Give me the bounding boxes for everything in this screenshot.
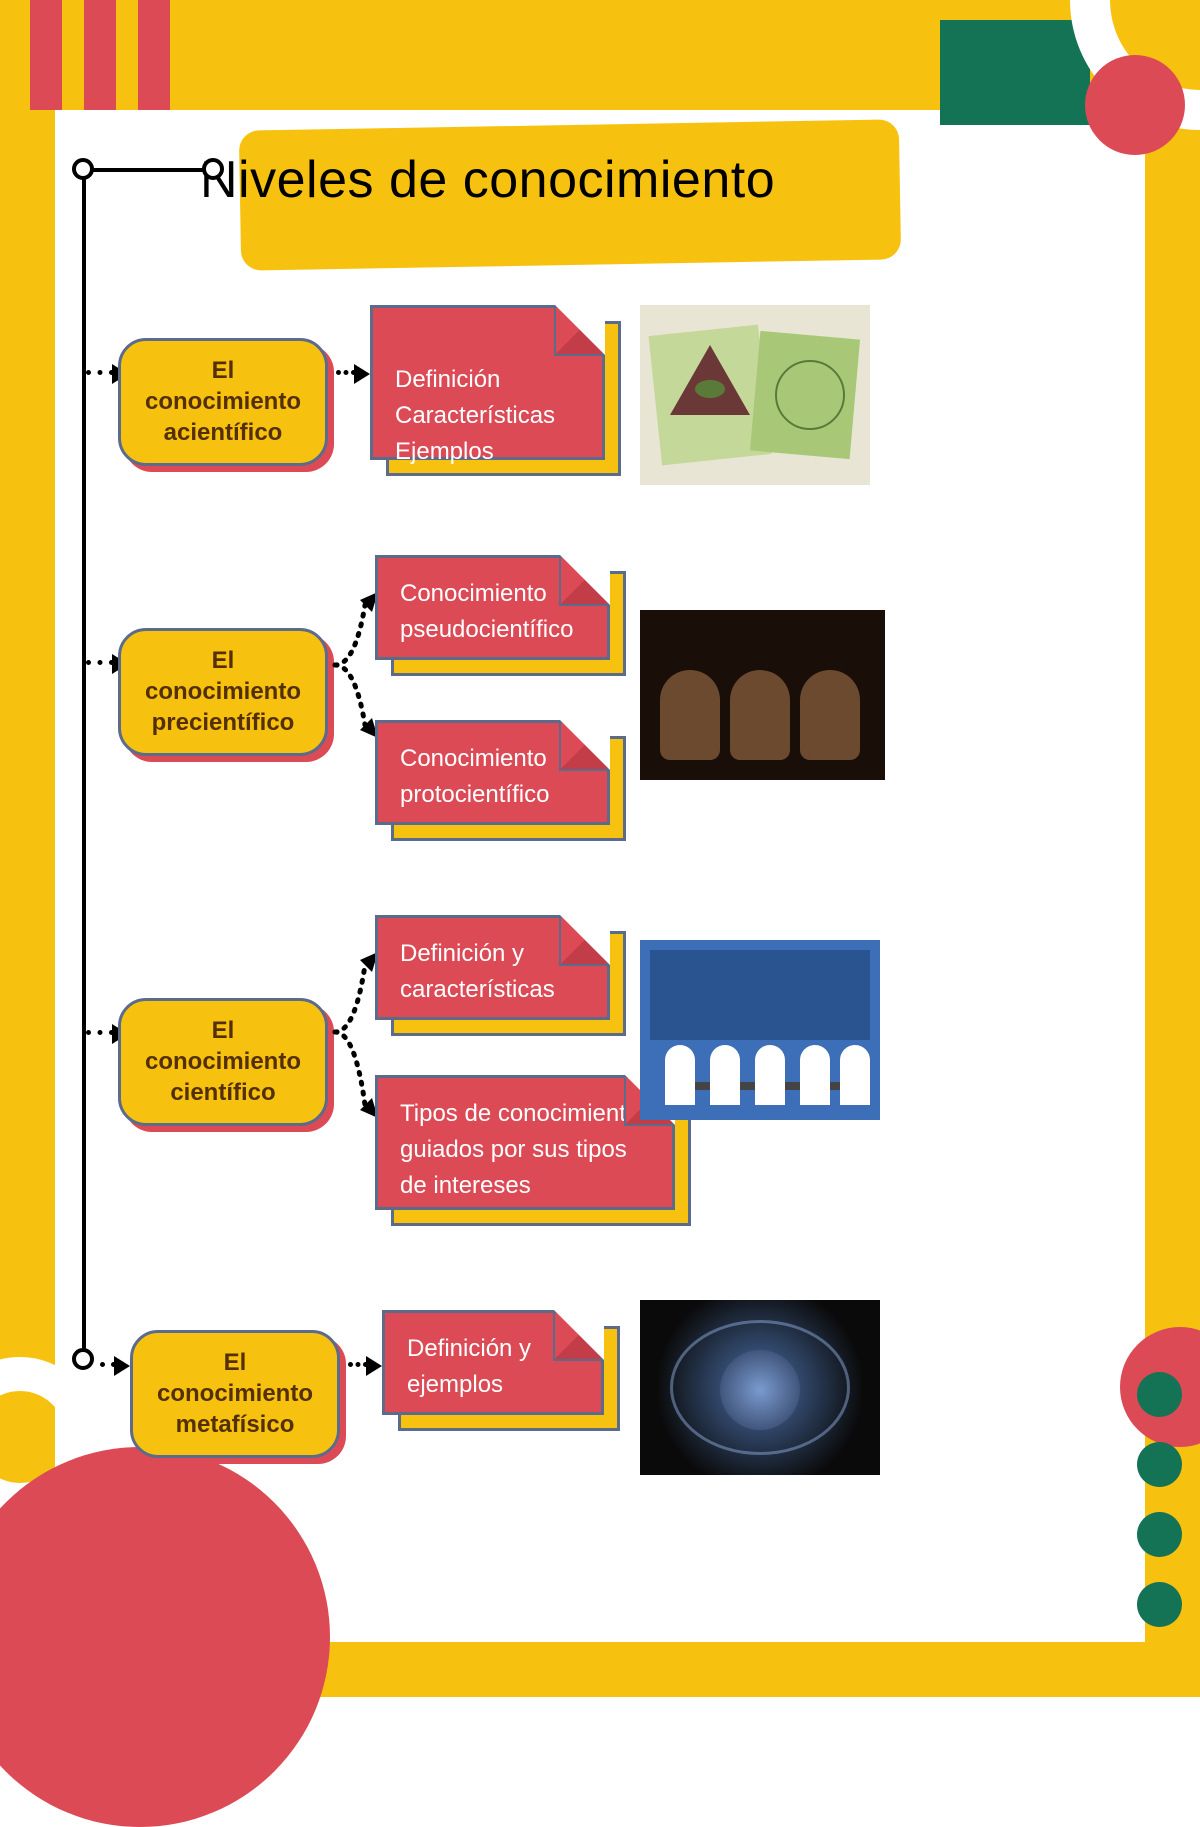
pill-label: El conocimiento metafísico (157, 1349, 313, 1438)
deco-green-dots (1137, 1372, 1182, 1627)
pill-cientifico: El conocimiento científico (118, 998, 328, 1126)
pill-acientifico: El conocimiento acientífico (118, 338, 328, 466)
spine-node-title (202, 158, 224, 180)
page-title: Niveles de conocimiento (200, 150, 775, 210)
deco-red-circle-top (1085, 55, 1185, 155)
card-proto: Conocimiento protocientífico (375, 720, 610, 825)
card-text: Definición y ejemplos (407, 1335, 531, 1398)
card-pseudo: Conocimiento pseudocientífico (375, 555, 610, 660)
card-text: Conocimiento protocientífico (400, 745, 549, 808)
card-def-car-ej: Definición Características Ejemplos (370, 305, 605, 460)
card-text: Definición Características Ejemplos (395, 366, 555, 465)
arrow-icon (86, 660, 114, 665)
card-text: Conocimiento pseudocientífico (400, 580, 573, 643)
pill-precientifico: El conocimiento precientífico (118, 628, 328, 756)
illustration-cosmic-head (640, 1300, 880, 1475)
pill-metafisico: El conocimiento metafísico (130, 1330, 340, 1458)
illustration-busts (640, 610, 885, 780)
arrow-icon (100, 1362, 116, 1367)
arrow-icon (336, 370, 356, 375)
pill-label: El conocimiento científico (145, 1017, 301, 1106)
card-text: Definición y características (400, 940, 555, 1003)
card-tipos: Tipos de conocimiento guiados por sus ti… (375, 1075, 675, 1210)
pill-label: El conocimiento acientífico (145, 357, 301, 446)
deco-green-square (940, 20, 1090, 125)
illustration-lab-scientists (640, 940, 880, 1120)
arrow-icon (86, 1030, 114, 1035)
arrow-icon (86, 370, 114, 375)
timeline-top-connector (82, 168, 212, 172)
arrow-branch-icon (330, 950, 380, 1120)
spine-node-top (72, 158, 94, 180)
arrow-branch-icon (330, 590, 380, 740)
card-def-ej: Definición y ejemplos (382, 1310, 604, 1415)
pill-label: El conocimiento precientífico (145, 647, 301, 736)
timeline-spine (82, 168, 86, 1358)
card-def-car: Definición y características (375, 915, 610, 1020)
arrow-icon (348, 1362, 368, 1367)
deco-bars (30, 0, 170, 110)
spine-node-bottom (72, 1348, 94, 1370)
card-text: Tipos de conocimiento guiados por sus ti… (400, 1100, 639, 1199)
illustration-eye-atom (640, 305, 870, 485)
